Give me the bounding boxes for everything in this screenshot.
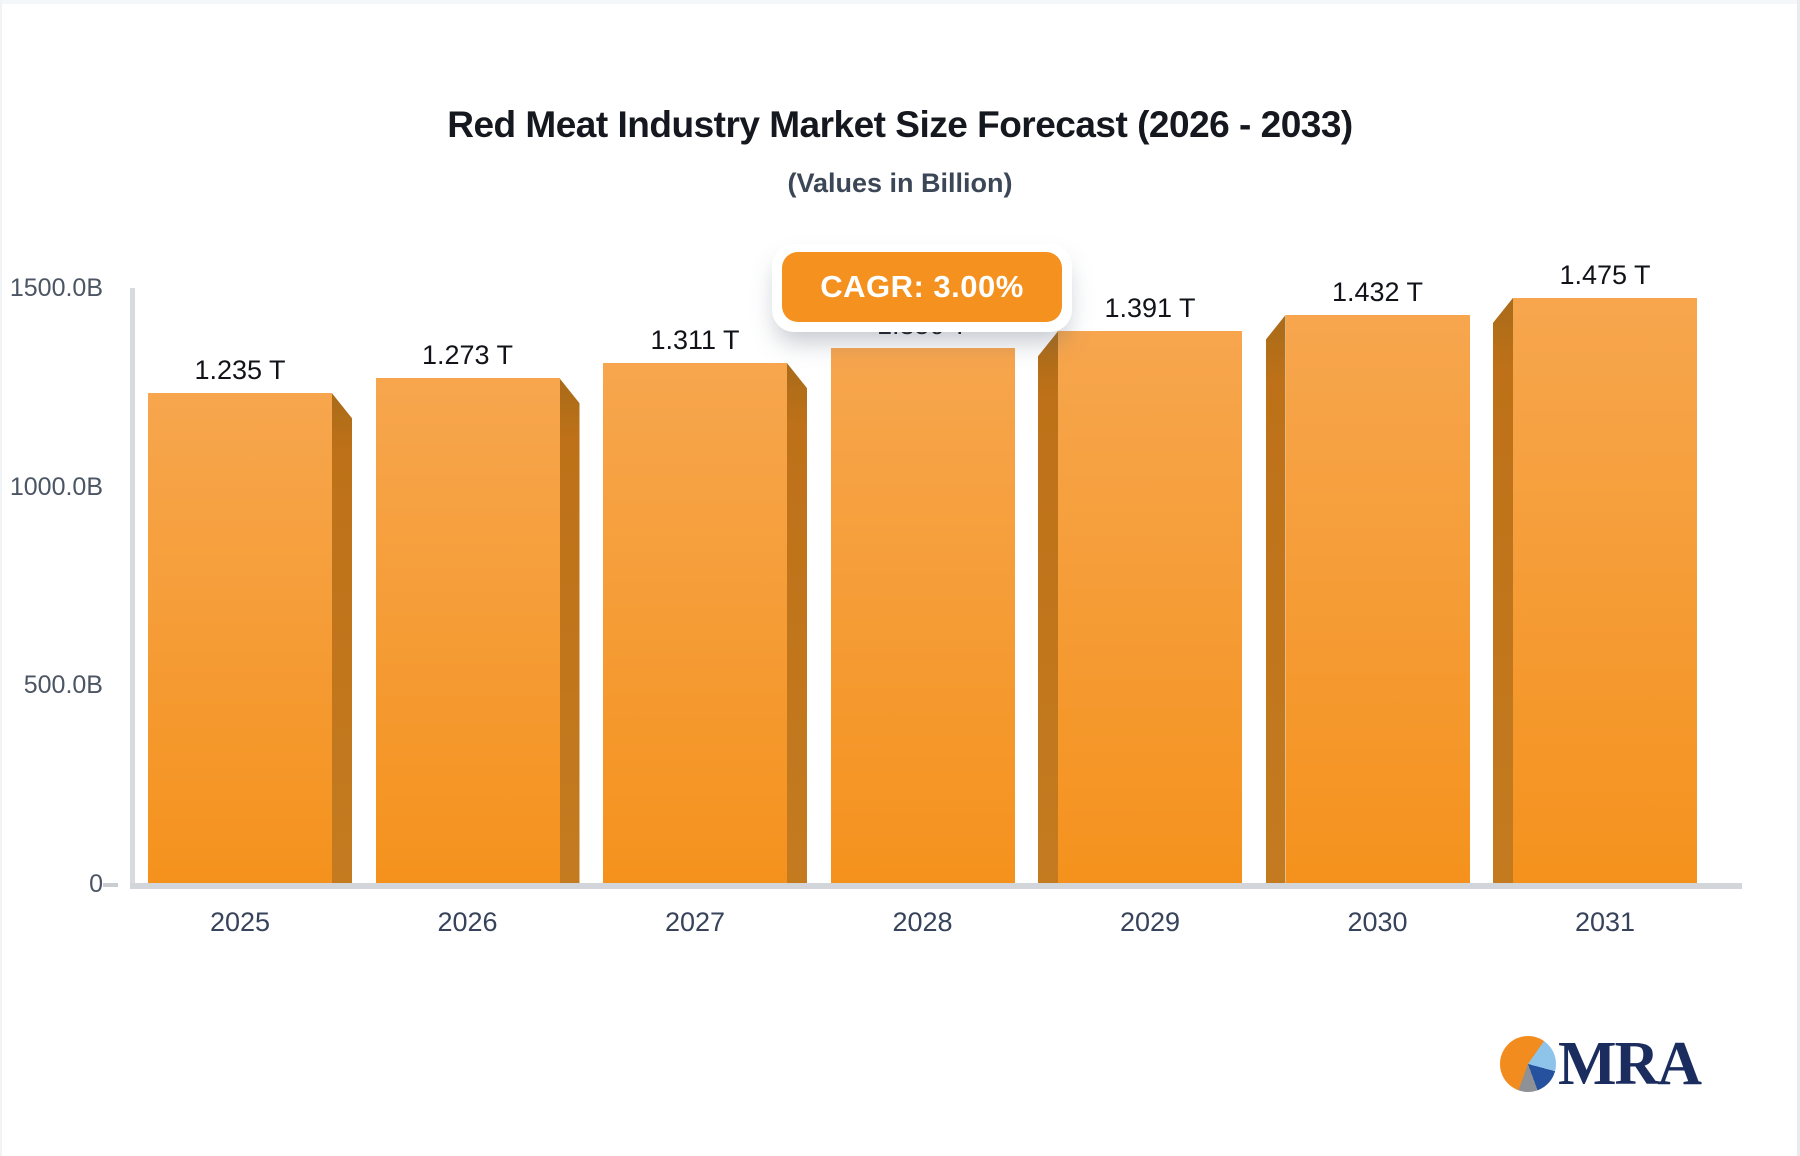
x-axis-baseline (130, 883, 1742, 889)
x-axis-label: 2025 (209, 907, 271, 937)
bar-face-2025 (148, 393, 332, 884)
y-axis-tick-label: 1000.0B (9, 472, 103, 501)
y-axis-line (130, 288, 135, 889)
bar-face-2029 (1058, 331, 1242, 884)
bar-value-label: 1.432 T (1331, 277, 1424, 308)
chart-subtitle: (Values in Billion) (787, 168, 1013, 198)
bar-face-2030 (1285, 315, 1470, 884)
cagr-card: CAGR: 3.00% (772, 244, 1072, 332)
bar-side-2030 (1265, 315, 1286, 884)
window-top-border (0, 0, 1800, 4)
bar-side-2026 (559, 378, 580, 884)
x-axis-label: 2028 (892, 907, 953, 937)
y-axis-tick-label: 0 (89, 870, 103, 898)
bar-value-label: 1.391 T (1104, 293, 1196, 324)
x-axis-label: 2027 (664, 907, 726, 937)
bar-value-label: 1.235 T (194, 355, 286, 386)
company-logo[interactable]: MRA (1500, 1030, 1702, 1098)
bar-face-2027 (603, 363, 787, 884)
y-axis-tick-label: 1500.0B (9, 274, 103, 302)
x-axis-label: 2031 (1574, 907, 1636, 937)
bar-side-2027 (787, 363, 807, 884)
bar-face-2028 (830, 347, 1015, 884)
bar-face-2026 (375, 378, 560, 884)
bar-side-2031 (1493, 297, 1513, 884)
y-axis-tick-label: 500.0B (23, 671, 103, 700)
window-right-border (1797, 0, 1800, 1156)
bar-side-2025 (332, 393, 352, 884)
cagr-badge: CAGR: 3.00% (782, 252, 1062, 322)
bar-value-label: 1.475 T (1559, 259, 1651, 290)
pie-chart-logo-icon (1500, 1036, 1556, 1092)
window-left-border (0, 0, 2, 1156)
bar-value-label: 1.273 T (421, 340, 514, 371)
x-axis-label: 2029 (1119, 907, 1181, 937)
bar-value-label: 1.311 T (650, 325, 740, 356)
logo-text: MRA (1558, 1030, 1702, 1098)
y-axis-zero-tick-mark (103, 883, 118, 887)
x-axis-label: 2026 (437, 907, 498, 937)
chart-title: Red Meat Industry Market Size Forecast (… (447, 104, 1353, 145)
x-axis-label: 2030 (1347, 907, 1408, 937)
bar-side-2029 (1038, 331, 1058, 884)
bar-face-2031 (1513, 297, 1697, 884)
